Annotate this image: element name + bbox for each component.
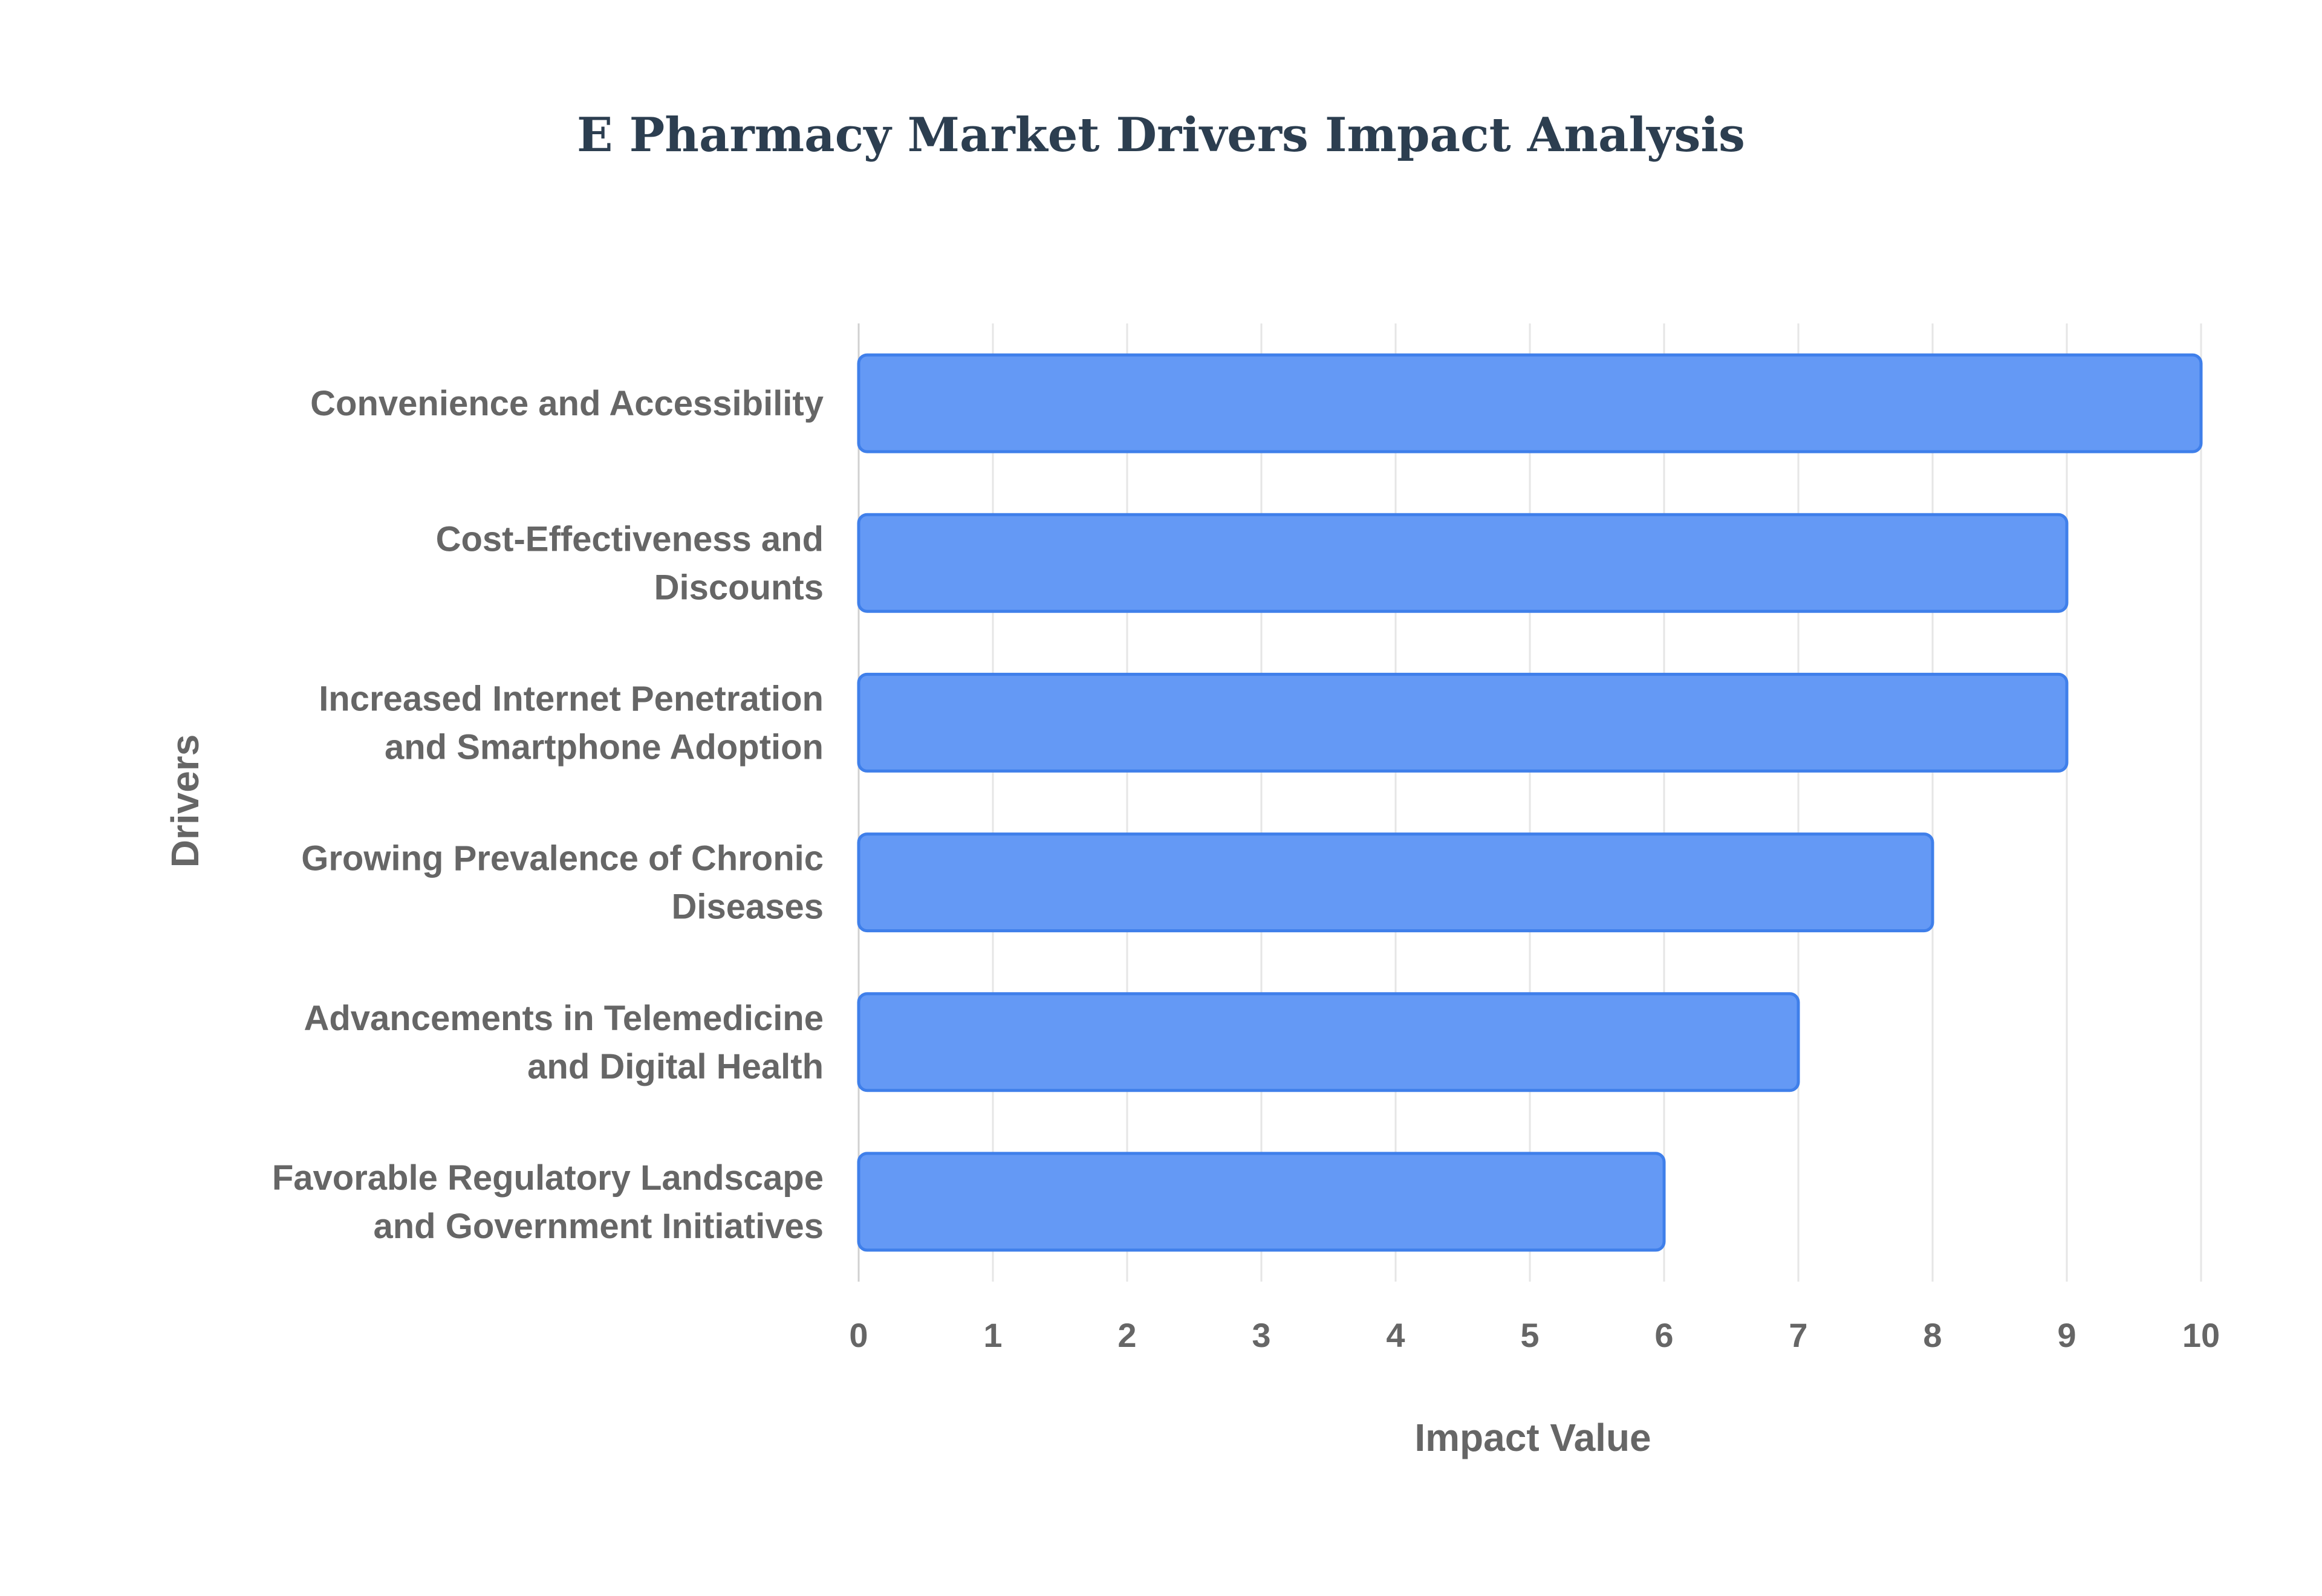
chart-title: E Pharmacy Market Drivers Impact Analysi… (577, 108, 1745, 163)
x-tick-label: 2 (1117, 1316, 1136, 1354)
category-label-line: Advancements in Telemedicine (304, 999, 824, 1038)
x-tick-label: 1 (983, 1316, 1002, 1354)
category-label: Favorable Regulatory Landscape and Govern… (272, 1158, 824, 1246)
bar (857, 992, 1800, 1092)
x-tick-labels: 0 1 2 3 4 5 6 7 8 9 10 (849, 1316, 2220, 1354)
x-tick-label: 5 (1520, 1316, 1539, 1354)
x-tick-label: 3 (1252, 1316, 1270, 1354)
x-tick-label: 4 (1386, 1316, 1405, 1354)
grid-lines (857, 323, 2202, 1282)
category-label-line: Discounts (654, 568, 824, 607)
bar (857, 513, 2069, 613)
x-tick-label: 6 (1654, 1316, 1673, 1354)
bar (857, 672, 2069, 773)
y-axis-title: Drivers (163, 735, 207, 868)
bar (857, 832, 1934, 933)
x-tick-label: 0 (849, 1316, 868, 1354)
x-axis-title: Impact Value (1414, 1416, 1651, 1459)
category-label-line: and Digital Health (527, 1047, 824, 1086)
x-tick-label: 8 (1923, 1316, 1942, 1354)
category-label: Growing Prevalence of Chronic Diseases (301, 839, 824, 927)
x-tick-label: 7 (1789, 1316, 1807, 1354)
category-label-line: Convenience and Accessibility (310, 384, 824, 423)
x-tick-label: 9 (2057, 1316, 2076, 1354)
category-label-line: and Government Initiatives (373, 1207, 824, 1246)
bar (857, 353, 2203, 453)
category-label: Cost-Effectiveness and Discounts (436, 519, 824, 607)
category-label-line: and Smartphone Adoption (385, 727, 824, 767)
category-label: Increased Internet Penetration and Smartp… (319, 679, 824, 767)
category-label: Convenience and Accessibility (310, 384, 824, 423)
category-labels: Convenience and Accessibility Cost-Effect… (272, 384, 824, 1246)
bars (857, 353, 2203, 1252)
x-tick-label: 10 (2182, 1316, 2220, 1354)
category-label-line: Diseases (671, 887, 824, 927)
category-label-line: Increased Internet Penetration (319, 679, 824, 718)
category-label: Advancements in Telemedicine and Digital … (304, 999, 824, 1086)
bar (857, 1152, 1666, 1252)
category-label-line: Cost-Effectiveness and (436, 519, 824, 559)
category-label-line: Growing Prevalence of Chronic (301, 839, 824, 878)
category-label-line: Favorable Regulatory Landscape (272, 1158, 824, 1198)
